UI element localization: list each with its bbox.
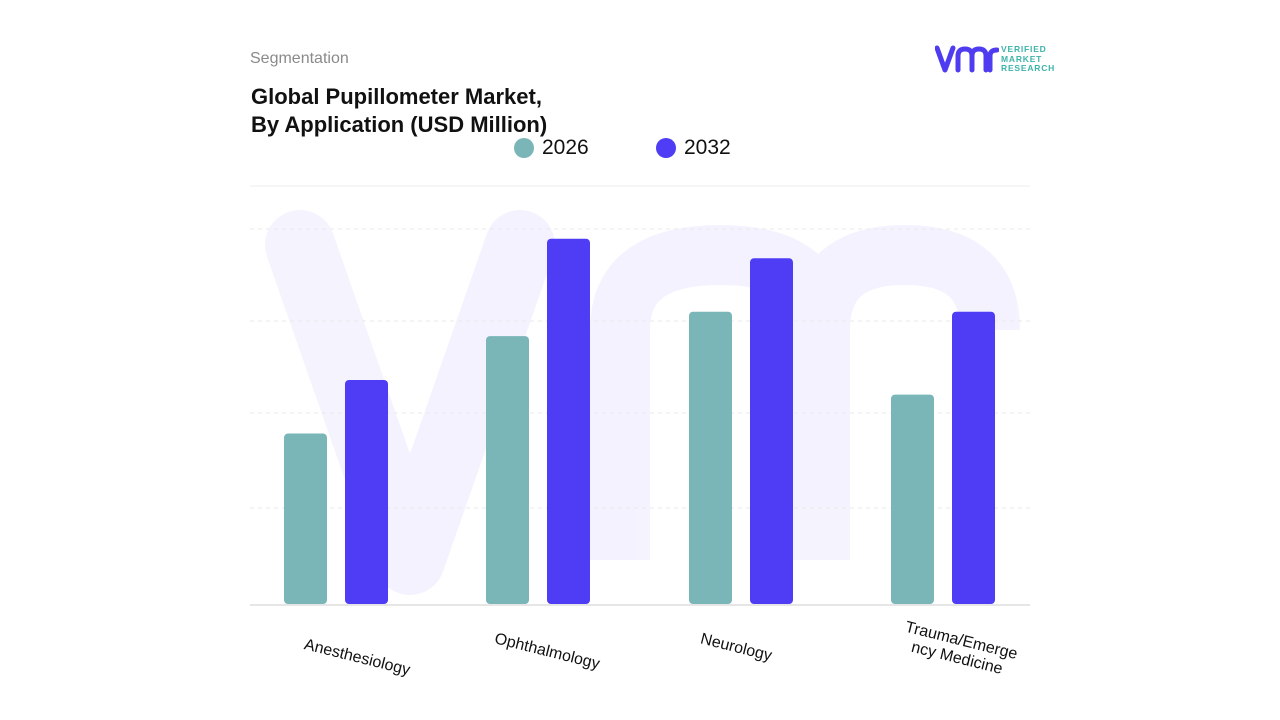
x-label-line-1: Anesthesiology	[302, 636, 411, 679]
x-label-anesthesiology: Anesthesiology	[302, 636, 411, 679]
bar-trauma-emergency-medicine-2026	[891, 394, 934, 604]
x-label-line-1: Neurology	[699, 631, 774, 665]
bar-ophthalmology-2032	[547, 238, 590, 605]
legend-item-2032: 2032	[656, 136, 731, 160]
segmentation-label: Segmentation	[250, 50, 349, 67]
logo-line-research: RESEARCH	[1001, 63, 1056, 73]
x-tick-labels: Anesthesiology Ophthalmology Neurology Trau…	[302, 619, 1019, 681]
bar-neurology-2032	[750, 258, 793, 604]
chart-title-line-1: Global Pupillometer Market,	[251, 84, 542, 109]
legend-swatch-2032	[656, 138, 676, 158]
vmr-logo-text: VERIFIED MARKET RESEARCH	[1001, 44, 1056, 74]
x-label-trauma-emergency-medicine: Trauma/Emergency Medicine	[899, 619, 1019, 681]
legend-swatch-2026	[514, 138, 534, 158]
x-label-ophthalmology: Ophthalmology	[493, 630, 602, 673]
vmr-logo-mark-icon	[934, 45, 1000, 73]
legend-label-2026: 2026	[542, 136, 589, 159]
bars	[284, 238, 995, 605]
x-label-neurology: Neurology	[699, 631, 774, 665]
chart-legend: 2026 2032	[0, 136, 1280, 162]
bar-ophthalmology-2026	[486, 336, 529, 604]
x-label-line-1: Ophthalmology	[493, 630, 602, 673]
vmr-watermark	[265, 210, 1020, 595]
bar-trauma-emergency-medicine-2032	[952, 311, 995, 604]
bar-neurology-2026	[689, 311, 732, 604]
logo-line-market: MARKET	[1001, 53, 1043, 64]
logo-line-verified: VERIFIED	[1001, 44, 1047, 54]
legend-label-2032: 2032	[684, 136, 731, 159]
chart-title: Global Pupillometer Market, By Applicati…	[251, 83, 547, 139]
chart-title-line-2: By Application (USD Million)	[251, 112, 548, 137]
bar-anesthesiology-2026	[284, 433, 327, 604]
bar-anesthesiology-2032	[345, 379, 388, 604]
legend-item-2026: 2026	[514, 136, 589, 160]
vmr-logo: VERIFIED MARKET RESEARCH	[934, 44, 1075, 78]
